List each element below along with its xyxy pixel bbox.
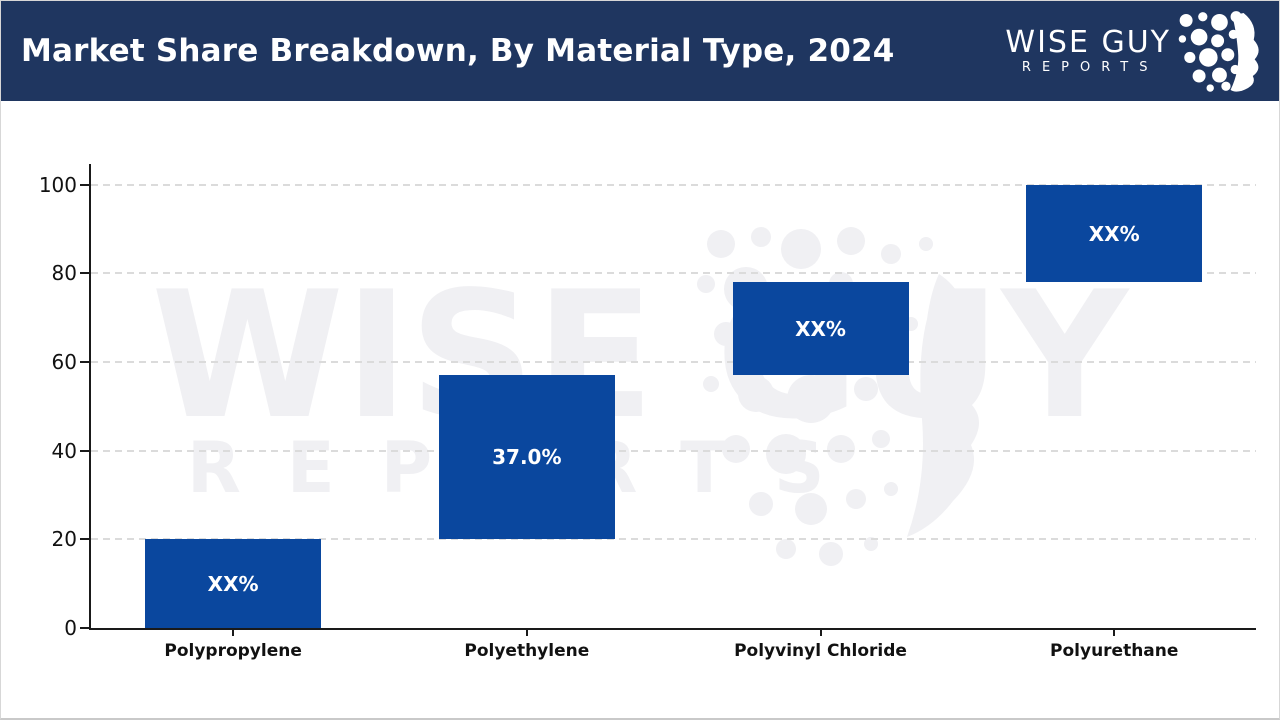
- bar-polyvinyl-chloride: XX%: [732, 282, 909, 376]
- gridline-y-60: [91, 361, 1256, 364]
- y-tick-60: [80, 361, 89, 364]
- y-tick-label: 20: [51, 527, 77, 552]
- bar-polyethylene: 37.0%: [438, 375, 615, 540]
- y-tick-label: 80: [51, 261, 77, 286]
- bar-value-label: XX%: [1088, 221, 1140, 246]
- logo-head-profile-icon: [1178, 11, 1259, 92]
- y-tick-label: 100: [38, 172, 77, 197]
- x-axis-label: Polyurethane: [1050, 641, 1179, 661]
- y-tick-20: [80, 538, 89, 541]
- logo-subtitle-text: REPORTS: [1021, 60, 1159, 76]
- plot-area: 0 20 40 60 80 100 XX% Polypropylene 37.0% Polyeth…: [39, 164, 1256, 661]
- x-tick-0: [232, 628, 235, 636]
- x-tick-2: [819, 628, 822, 636]
- x-axis-label: Polyethylene: [464, 641, 590, 661]
- bar-value-label: XX%: [207, 571, 259, 596]
- y-tick-100: [80, 183, 89, 186]
- y-tick-label: 0: [64, 616, 77, 640]
- y-tick-0: [80, 627, 89, 629]
- chart-area: WISE GUY REPORTS 020406080100XX%Polyprop…: [1, 101, 1279, 718]
- gridline-y-100: [91, 183, 1256, 186]
- bar-polyurethane: XX%: [1026, 184, 1203, 283]
- bar-value-label: XX%: [795, 316, 846, 341]
- x-tick-1: [525, 628, 528, 636]
- wiseguy-logo: WISE GUY REPORTS: [1005, 8, 1263, 94]
- y-tick-label: 40: [51, 438, 77, 463]
- header: Market Share Breakdown, By Material Type…: [1, 1, 1279, 101]
- y-tick-label: 60: [51, 350, 77, 375]
- page-title: Market Share Breakdown, By Material Type…: [21, 33, 895, 69]
- bar-value-label: 37.0%: [492, 445, 562, 470]
- gridline-y-80: [91, 272, 1256, 275]
- gridline-y-40: [91, 449, 1256, 452]
- y-tick-40: [80, 449, 89, 452]
- x-axis-label: Polyvinyl Chloride: [734, 641, 907, 661]
- x-axis-label: Polypropylene: [164, 641, 302, 661]
- x-tick-3: [1113, 628, 1116, 636]
- bar-polypropylene: XX%: [145, 539, 322, 628]
- logo-name-text: WISE GUY: [1005, 24, 1171, 60]
- gridline-y-20: [91, 538, 1256, 541]
- y-tick-80: [80, 272, 89, 275]
- logo-wordmark: WISE GUY REPORTS: [1005, 27, 1171, 76]
